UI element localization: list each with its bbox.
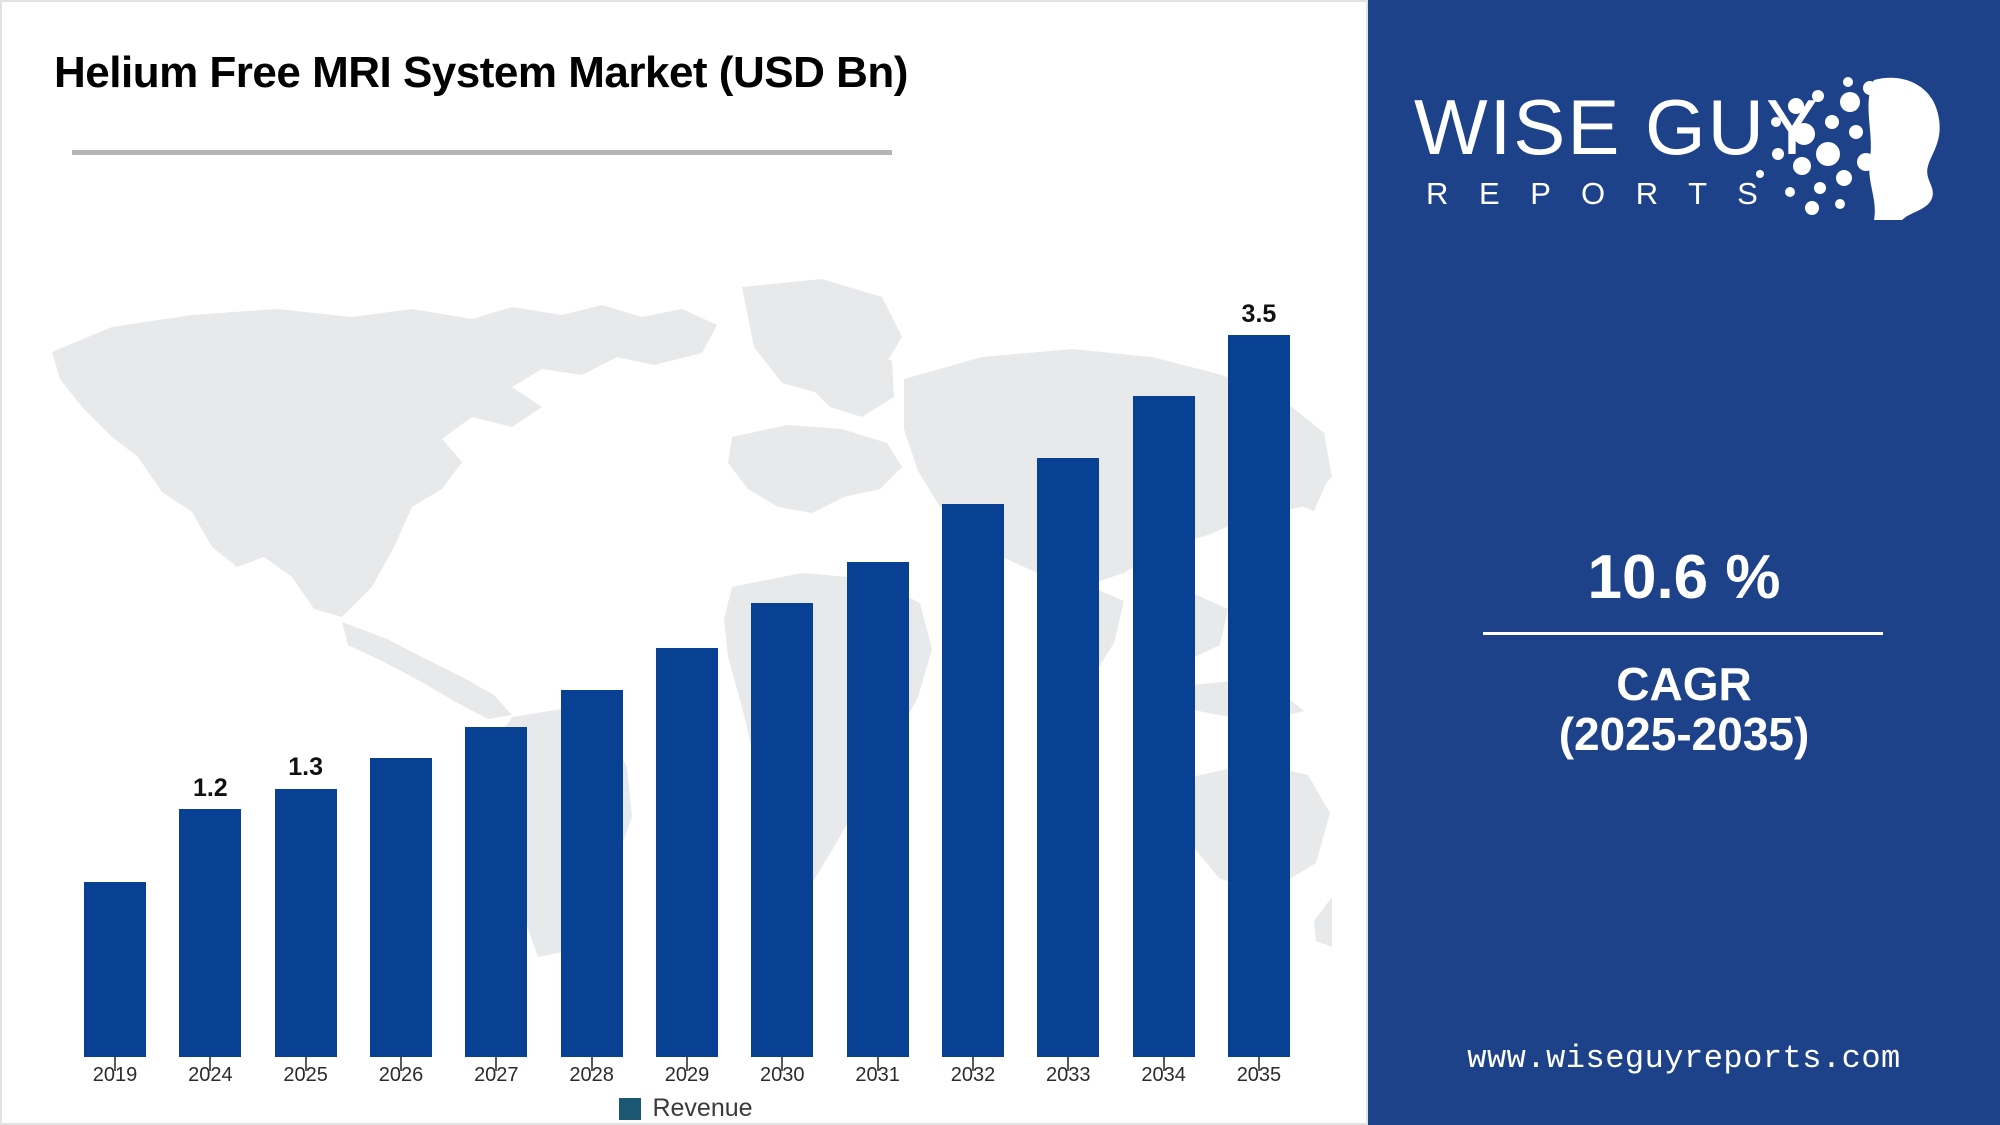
tick-2019 (114, 1057, 116, 1071)
bar-2029[interactable] (655, 648, 718, 1057)
bar-slot-2029[interactable] (648, 252, 726, 1071)
tick-2029 (685, 1057, 688, 1071)
cagr-label-line1: CAGR (1616, 658, 1752, 710)
tick-2025 (304, 1057, 307, 1071)
logo-secondary-text: R E P O R T S (1426, 176, 1769, 211)
chart-legend: Revenue (2, 1094, 1366, 1123)
bar-slot-2024[interactable]: 1.2 (171, 252, 249, 1071)
bar-slot-2019[interactable] (76, 252, 154, 1071)
x-tick-label-2019: 2019 (92, 1064, 138, 1086)
x-tick-label-2029: 2029 (664, 1064, 710, 1086)
legend-label-revenue: Revenue (652, 1094, 753, 1122)
tick-2030 (781, 1057, 784, 1071)
bar-slot-2026[interactable] (362, 252, 440, 1071)
tick-2034 (1162, 1057, 1165, 1071)
bar-value-2025: 1.3 (288, 753, 324, 781)
x-tick-label-2026: 2026 (378, 1064, 424, 1086)
bar-slot-2028[interactable] (553, 252, 631, 1071)
cagr-divider (1483, 632, 1883, 635)
cagr-label: CAGR (2025-2035) (1368, 658, 2000, 760)
bar-slot-2032[interactable] (934, 252, 1012, 1071)
bar-2032[interactable] (941, 504, 1004, 1057)
legend-swatch-icon (619, 1097, 642, 1120)
brand-panel: WISE GUY R E P O R T S 10.6 % (1368, 0, 2000, 1125)
x-tick-label-2024: 2024 (188, 1064, 233, 1086)
tick-2028 (590, 1057, 593, 1071)
x-axis: 2019 2024 2025 2026 2027 2028 2029 2030 … (62, 1064, 1312, 1104)
x-tick-label-2028: 2028 (569, 1064, 614, 1086)
chart-panel: Helium Free MRI System Market (USD Bn) (0, 0, 1368, 1125)
tick-2032 (971, 1057, 974, 1071)
logo-head-profile-icon (1868, 77, 1940, 220)
bar-slot-2030[interactable] (743, 252, 821, 1071)
bar-2033[interactable] (1037, 458, 1100, 1057)
logo-primary-text: WISE GUY (1414, 83, 1820, 171)
website-url[interactable]: www.wiseguyreports.com (1467, 1040, 1901, 1077)
bar-2027[interactable] (465, 727, 528, 1057)
x-tick-label-2035: 2035 (1236, 1064, 1282, 1086)
tick-2035 (1257, 1057, 1260, 1071)
bar-2024[interactable] (179, 809, 242, 1057)
bar-2026[interactable] (369, 758, 432, 1057)
x-tick-label-2025: 2025 (283, 1064, 328, 1086)
bar-2034[interactable] (1132, 396, 1195, 1057)
bar-2025[interactable] (274, 789, 337, 1057)
cagr-label-line2: (2025-2035) (1558, 707, 1810, 760)
bar-2028[interactable] (560, 690, 623, 1057)
tick-2031 (876, 1057, 879, 1071)
x-tick-label-2033: 2033 (1046, 1064, 1091, 1086)
cagr-value: 10.6 % (1587, 543, 1781, 612)
bar-2031[interactable] (846, 562, 909, 1057)
wiseguyreports-logo: WISE GUY R E P O R T S (1368, 62, 2000, 232)
bar-slot-2025[interactable]: 1.3 (267, 252, 345, 1071)
bar-series: 1.2 1.3 (62, 252, 1312, 1071)
x-tick-label-2030: 2030 (760, 1064, 805, 1086)
x-tick-label-2034: 2034 (1141, 1064, 1186, 1086)
tick-2033 (1067, 1057, 1070, 1071)
tick-2024 (209, 1057, 212, 1071)
bar-slot-2035[interactable]: 3.5 (1220, 252, 1298, 1071)
bar-slot-2034[interactable] (1125, 252, 1203, 1071)
bar-slot-2031[interactable] (839, 252, 917, 1071)
tick-2027 (495, 1057, 498, 1071)
page-title: Helium Free MRI System Market (USD Bn) (54, 48, 908, 97)
bar-value-2024: 1.2 (192, 774, 228, 802)
bar-slot-2027[interactable] (457, 252, 535, 1071)
bar-slot-2033[interactable] (1029, 252, 1107, 1071)
bar-value-2035: 3.5 (1241, 300, 1277, 328)
bar-2019[interactable] (84, 882, 146, 1057)
plot-area: 1.2 1.3 (62, 252, 1312, 1071)
tick-2026 (399, 1057, 402, 1071)
x-tick-label-2031: 2031 (855, 1064, 900, 1086)
bar-2035[interactable] (1227, 335, 1290, 1057)
title-divider (72, 150, 892, 155)
bar-2030[interactable] (751, 603, 814, 1057)
x-tick-label-2032: 2032 (950, 1064, 996, 1086)
x-tick-label-2027: 2027 (474, 1064, 519, 1086)
